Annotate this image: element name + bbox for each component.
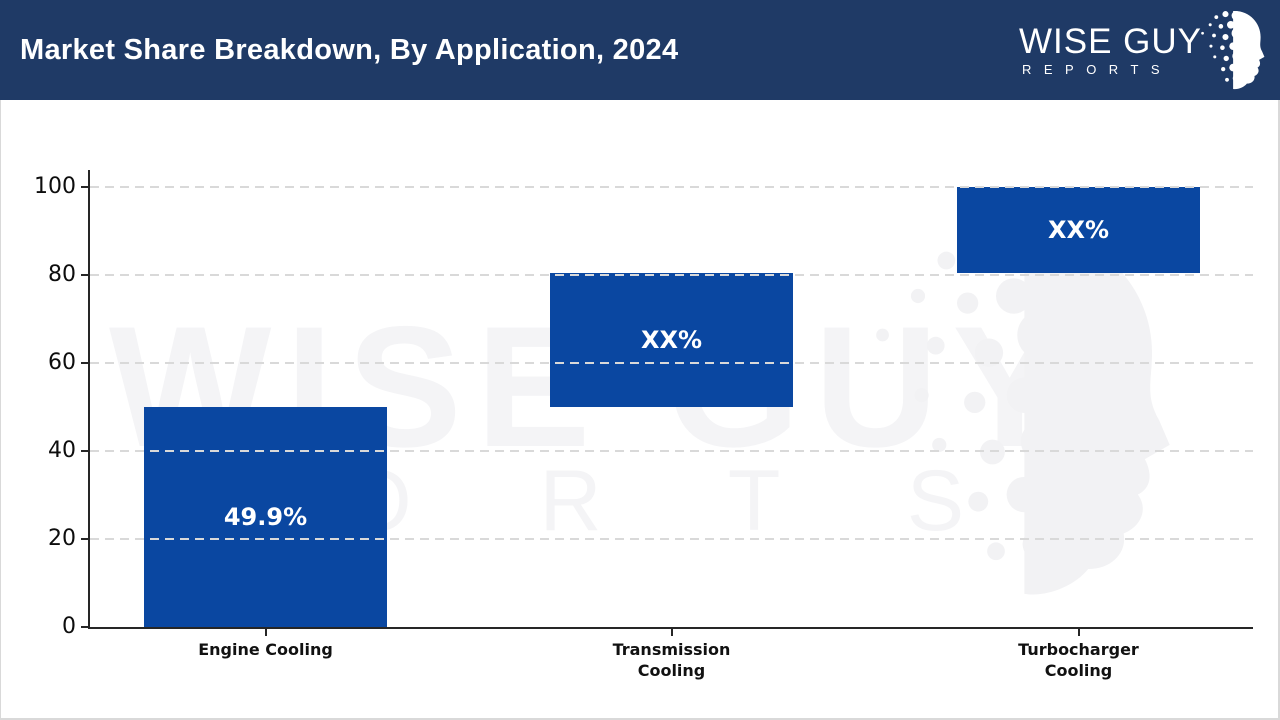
gridline-80: [90, 274, 1253, 276]
y-tick-label: 20: [48, 526, 76, 551]
y-axis-line: [88, 170, 90, 629]
watermark-head-icon: [876, 232, 1170, 595]
y-tick-mark: [81, 626, 88, 628]
logo-subtitle: REPORTS: [1021, 62, 1173, 77]
y-tick-label: 0: [62, 614, 76, 639]
dotted-head-icon: [1201, 11, 1265, 90]
y-tick-mark: [81, 362, 88, 364]
y-tick-mark: [81, 450, 88, 452]
wise-guy-logo: WISE GUY REPORTS: [1019, 8, 1280, 92]
category-label: Transmission Cooling: [552, 639, 792, 681]
y-tick-label: 60: [48, 350, 76, 375]
x-tick-mark: [670, 629, 673, 636]
x-tick-mark: [1077, 629, 1080, 636]
chart-title: Market Share Breakdown, By Application, …: [20, 33, 679, 66]
bar-transmission-cooling: XX%: [550, 273, 793, 408]
category-label-line: Engine Cooling: [198, 640, 333, 659]
gridline-40: [90, 450, 1253, 452]
y-tick-mark: [81, 274, 88, 276]
category-label-line: Turbocharger: [1018, 640, 1139, 659]
chart-area: WISE GUY P O R T S 0 20 40 60 80 100 49.9% Engi…: [0, 100, 1280, 720]
plot-area: 0 20 40 60 80 100 49.9% Engine Cooling XX% Transm…: [34, 170, 1253, 680]
category-label: Engine Cooling: [146, 639, 386, 660]
y-tick-label: 80: [48, 262, 76, 287]
category-label-line: Transmission: [612, 640, 731, 659]
x-axis-line: [88, 627, 1253, 629]
logo-name: WISE GUY: [1018, 22, 1202, 61]
bar-engine-cooling: 49.9%: [144, 407, 387, 627]
category-label: Turbocharger Cooling: [959, 639, 1199, 681]
gridline-20: [90, 538, 1253, 540]
gridline-100: [90, 186, 1253, 188]
gridline-60: [90, 362, 1253, 364]
bar-turbocharger-cooling: XX%: [957, 187, 1200, 273]
y-tick-label: 100: [34, 174, 76, 199]
y-tick-mark: [81, 186, 88, 188]
x-tick-mark: [264, 629, 267, 636]
logo-text: WISE GUY REPORTS: [1019, 24, 1202, 76]
bar-value-label: XX%: [1047, 215, 1110, 244]
y-tick-label: 40: [48, 438, 76, 463]
category-label-line: Cooling: [1044, 661, 1113, 680]
header-bar: Market Share Breakdown, By Application, …: [0, 0, 1280, 100]
bar-value-label: 49.9%: [223, 503, 308, 532]
bar-value-label: XX%: [640, 326, 703, 355]
category-label-line: Cooling: [637, 661, 706, 680]
y-tick-mark: [81, 538, 88, 540]
